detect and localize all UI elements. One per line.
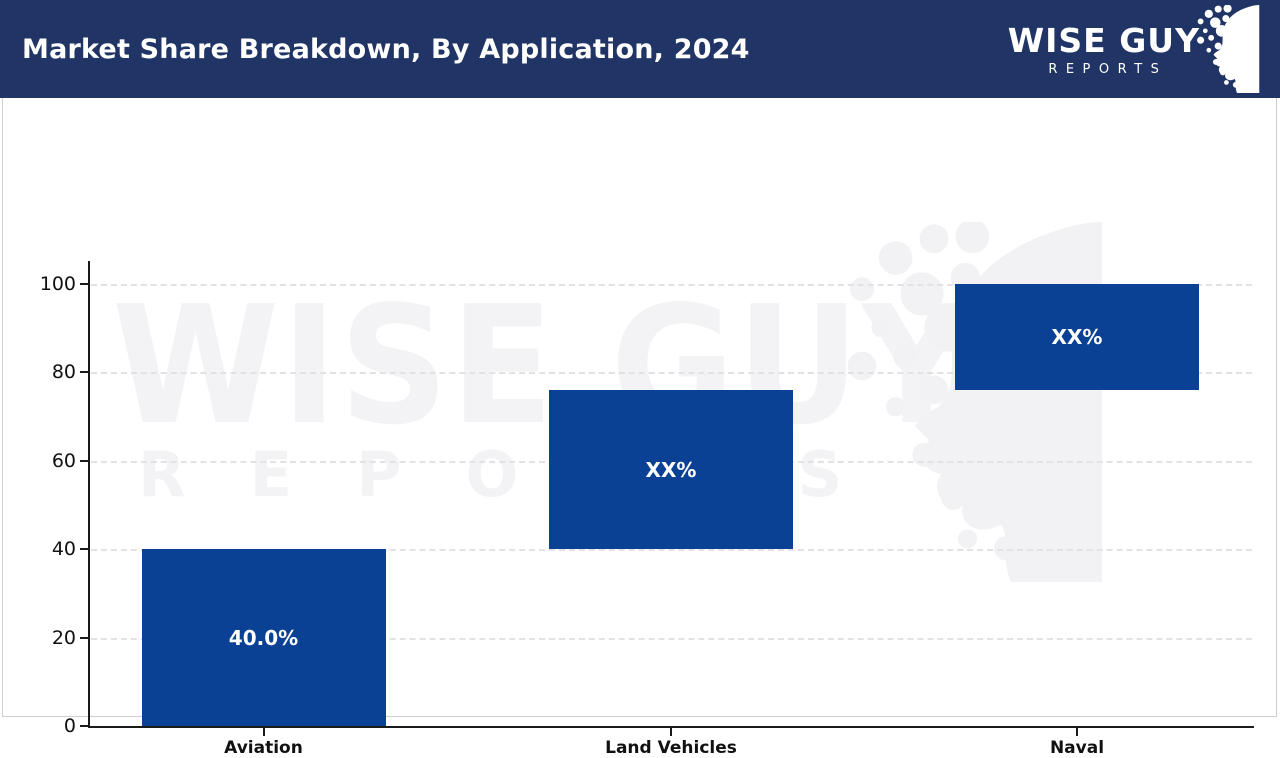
y-axis-spine [88, 261, 90, 728]
gridline-20 [91, 637, 1252, 640]
brand-subname: REPORTS [1048, 62, 1168, 77]
y-tick-mark [80, 725, 89, 727]
bar-value-label: XX% [1051, 325, 1103, 350]
x-category-label: Naval [1049, 738, 1105, 758]
x-tick-mark [670, 728, 672, 736]
brand-name: WISE GUY [1007, 21, 1200, 60]
gridline-100 [91, 284, 1252, 286]
bar-aviation [141, 549, 386, 726]
brand-text: WISE GUY REPORTS [1008, 21, 1200, 77]
x-tick-mark [262, 728, 265, 736]
gridline-80 [91, 372, 1252, 375]
bar-land-vehicles [549, 390, 793, 550]
y-tick-label: 100 [39, 273, 76, 295]
page-title: Market Share Breakdown, By Application, … [22, 33, 750, 65]
brand-face-icon [1188, 5, 1266, 93]
y-tick-mark [80, 548, 89, 551]
gridline-40 [91, 549, 1252, 552]
y-tick-label: 40 [51, 538, 76, 561]
bar-value-label: 40.0% [228, 625, 299, 650]
header: Market Share Breakdown, By Application, … [0, 0, 1280, 98]
y-tick-label: 20 [51, 626, 76, 649]
y-tick-mark [80, 283, 89, 285]
brand-logo: WISE GUY REPORTS [1008, 4, 1266, 94]
bar-value-label: XX% [645, 457, 697, 482]
y-tick-mark [80, 459, 89, 462]
y-tick-label: 80 [51, 361, 76, 384]
y-tick-mark [80, 371, 89, 374]
y-tick-label: 60 [51, 449, 76, 472]
x-tick-mark [1076, 728, 1078, 736]
x-category-label: Aviation [224, 738, 303, 758]
waterfall-chart: 40.0% XX% XX% 0 20 40 60 80 100 Aviation Land Veh… [0, 98, 1280, 758]
y-tick-mark [80, 636, 89, 639]
x-category-label: Land Vehicles [605, 738, 737, 758]
y-tick-label: 0 [63, 715, 76, 737]
